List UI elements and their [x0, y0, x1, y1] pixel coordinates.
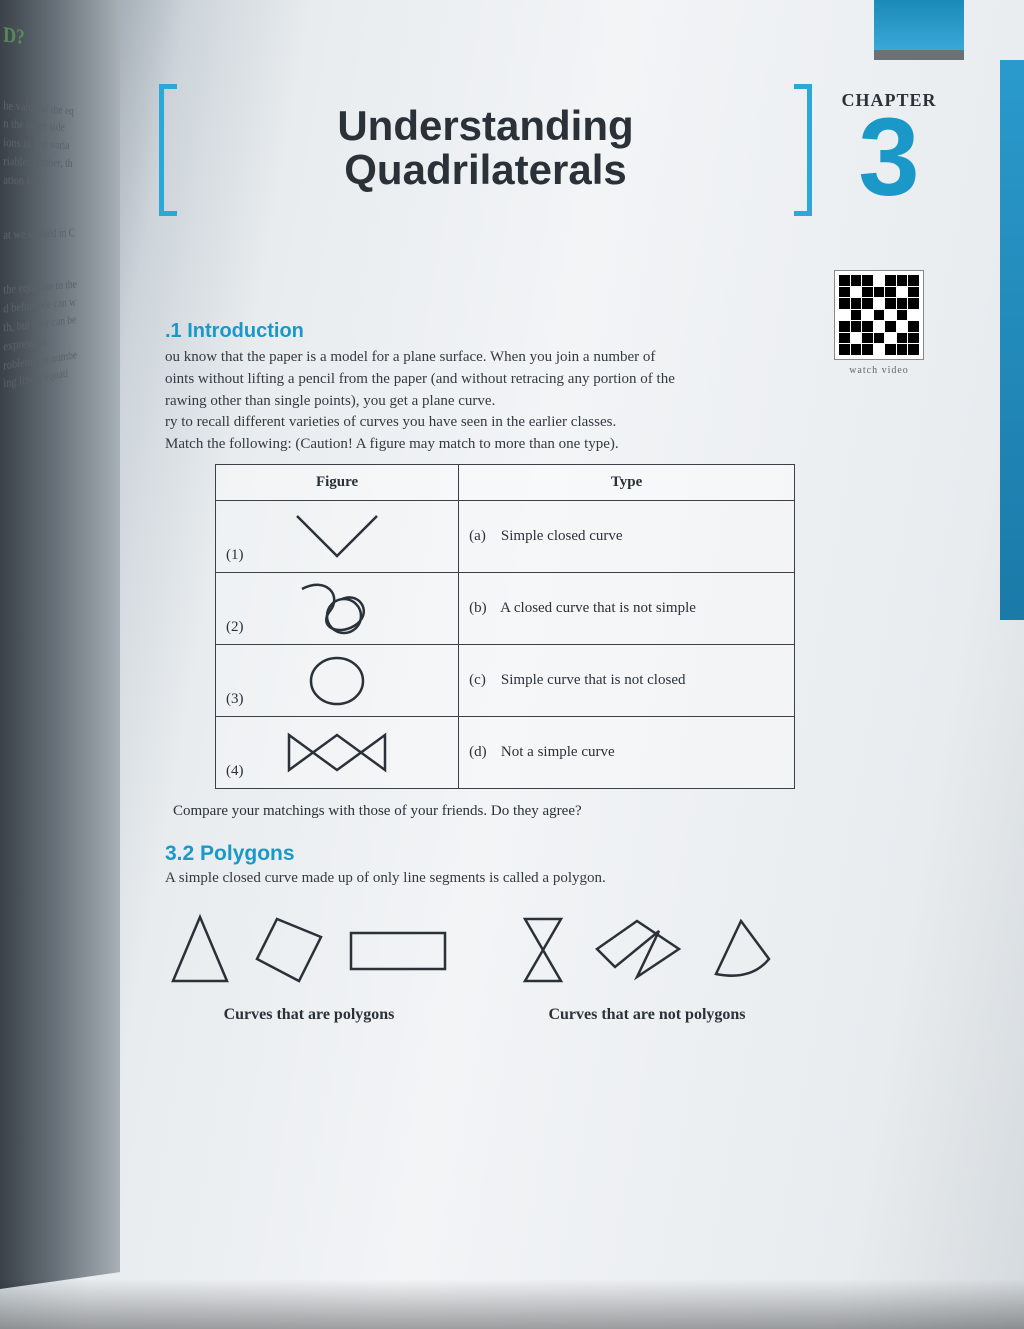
chapter-title: Understanding Quadrilaterals	[185, 104, 786, 192]
polygons-paragraph: A simple closed curve made up of only li…	[165, 868, 825, 890]
figure-bowtie-icon	[277, 725, 397, 780]
polygons-group: Curves that are polygons	[165, 904, 453, 1024]
table-row: (4) (d) Not a simple curve	[216, 716, 795, 788]
previous-page-fragment: D? he value of the eq n the other side i…	[0, 0, 127, 395]
chapter-header: Understanding Quadrilaterals CHAPTER 3	[165, 90, 954, 210]
chapter-title-box: Understanding Quadrilaterals	[165, 90, 806, 210]
quadrilateral-icon	[249, 909, 329, 989]
photo-shadow	[0, 1279, 1024, 1329]
polygon-examples: Curves that are polygons Curves that are…	[165, 904, 954, 1024]
bracket-left-icon	[159, 84, 177, 216]
figure-loop-icon	[282, 581, 392, 636]
rectangle-icon	[343, 909, 453, 989]
qr-caption: watch video	[834, 365, 924, 376]
matching-table: Figure Type (1) (a) Simple closed curve …	[215, 464, 795, 789]
triangle-icon	[165, 909, 235, 989]
table-row: (1) (a) Simple closed curve	[216, 500, 795, 572]
chapter-number-block: CHAPTER 3	[824, 90, 954, 205]
self-intersecting-icon	[587, 909, 687, 989]
chapter-tab	[874, 0, 964, 50]
chapter-number: 3	[824, 111, 954, 205]
table-row: (3) (c) Simple curve that is not closed	[216, 644, 795, 716]
section-heading-polygons: 3.2 Polygons	[165, 842, 954, 866]
page-edge-accent	[1000, 60, 1024, 620]
curved-shape-icon	[701, 909, 781, 989]
col-figure: Figure	[216, 464, 459, 500]
qr-code-icon[interactable]	[834, 270, 924, 360]
bracket-right-icon	[794, 84, 812, 216]
prev-heading: D?	[3, 21, 123, 65]
page-content: Understanding Quadrilaterals CHAPTER 3 w…	[125, 20, 994, 1289]
col-type: Type	[459, 464, 795, 500]
crossed-shape-icon	[513, 909, 573, 989]
figure-open-angle-icon	[282, 511, 392, 561]
table-row: (2) (b) A closed curve that is not simpl…	[216, 572, 795, 644]
not-polygons-group: Curves that are not polygons	[513, 904, 781, 1024]
intro-paragraph: ou know that the paper is a model for a …	[165, 347, 825, 456]
figure-circle-icon	[282, 653, 392, 708]
compare-text: Compare your matchings with those of you…	[173, 803, 954, 820]
